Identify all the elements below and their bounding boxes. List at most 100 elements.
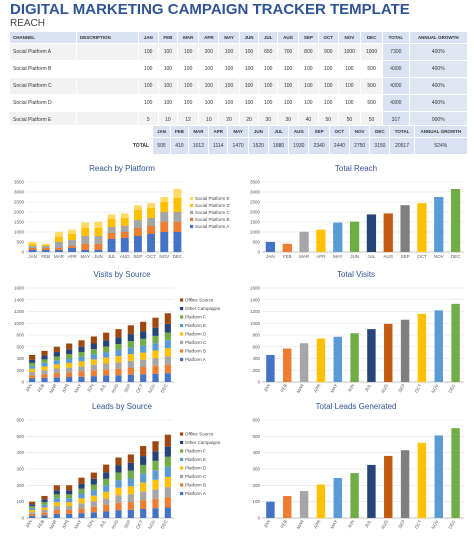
- x-tick-label: NOV: [430, 519, 439, 530]
- x-tick-label: FEB: [37, 519, 46, 529]
- description-cell[interactable]: [76, 77, 139, 95]
- value-cell[interactable]: 100: [317, 94, 339, 112]
- bar-segment: [53, 494, 60, 499]
- x-tick-label: OCT: [146, 254, 156, 259]
- value-cell[interactable]: 100: [317, 60, 339, 78]
- value-cell[interactable]: 100: [298, 77, 319, 95]
- bar-segment: [152, 350, 159, 359]
- value-cell[interactable]: 100: [277, 94, 300, 112]
- x-tick-label: OCT: [135, 383, 144, 394]
- value-cell[interactable]: 650: [258, 43, 279, 61]
- bar-segment: [81, 244, 90, 250]
- value-cell[interactable]: 700: [277, 43, 300, 61]
- value-cell[interactable]: 100: [138, 77, 159, 95]
- description-cell[interactable]: [76, 94, 139, 112]
- value-cell[interactable]: 100: [258, 77, 279, 95]
- description-cell[interactable]: [76, 43, 139, 61]
- bar-segment: [164, 323, 171, 333]
- value-cell[interactable]: 100: [277, 60, 300, 78]
- value-cell[interactable]: 50: [337, 111, 361, 129]
- value-cell[interactable]: 100: [258, 60, 279, 78]
- value-cell[interactable]: 100: [138, 60, 159, 78]
- value-cell[interactable]: 10: [198, 111, 220, 129]
- value-cell[interactable]: 100: [238, 43, 260, 61]
- value-cell[interactable]: 100: [177, 94, 200, 112]
- value-cell[interactable]: 20: [218, 111, 240, 129]
- channel-cell[interactable]: Social Platform C: [9, 77, 77, 95]
- value-cell[interactable]: 1000: [337, 43, 361, 61]
- channel-cell[interactable]: Social Platform D: [9, 94, 77, 112]
- value-cell[interactable]: 50: [317, 111, 339, 129]
- channel-cell[interactable]: Social Platform E: [9, 111, 77, 129]
- value-cell[interactable]: 100: [157, 94, 179, 112]
- value-cell[interactable]: 100: [337, 60, 361, 78]
- bar: [384, 323, 393, 382]
- value-cell[interactable]: 100: [298, 94, 319, 112]
- description-cell[interactable]: [76, 60, 139, 78]
- value-cell[interactable]: 100: [337, 94, 361, 112]
- x-tick-label: NOV: [159, 254, 169, 259]
- value-cell[interactable]: 100: [218, 77, 240, 95]
- value-cell[interactable]: 100: [337, 77, 361, 95]
- bar-segment: [78, 366, 85, 372]
- value-cell[interactable]: 100: [157, 43, 179, 61]
- bar-segment: [152, 327, 159, 336]
- value-cell[interactable]: 100: [138, 43, 159, 61]
- channel-cell[interactable]: Social Platform A: [9, 43, 77, 61]
- value-cell[interactable]: 100: [198, 60, 220, 78]
- value-cell[interactable]: 5: [138, 111, 159, 129]
- value-cell[interactable]: 100: [317, 77, 339, 95]
- x-tick-label: MAY: [73, 383, 82, 394]
- column-header: NOV: [337, 31, 361, 44]
- value-cell[interactable]: 200: [198, 43, 220, 61]
- value-cell[interactable]: 500: [359, 77, 384, 95]
- reach-table: CHANNEL DESCRIPTION JAN FEB MAR APR MAY JUN JUL A…: [9, 31, 469, 129]
- totals-column-header: JUL: [267, 125, 290, 138]
- value-cell[interactable]: 100: [258, 94, 279, 112]
- value-cell[interactable]: 100: [218, 60, 240, 78]
- value-cell[interactable]: 100: [177, 60, 200, 78]
- y-tick-label: 600: [16, 344, 24, 349]
- value-cell[interactable]: 800: [298, 43, 319, 61]
- value-cell[interactable]: 900: [317, 43, 339, 61]
- legend-label: Platform E: [185, 323, 206, 328]
- value-cell[interactable]: 100: [298, 60, 319, 78]
- bar-segment: [140, 456, 147, 465]
- value-cell[interactable]: 30: [277, 111, 300, 129]
- value-cell[interactable]: 20: [238, 111, 260, 129]
- value-cell[interactable]: 30: [258, 111, 279, 129]
- x-tick-label: AUG: [380, 519, 389, 530]
- value-cell[interactable]: 100: [157, 60, 179, 78]
- value-cell[interactable]: 50: [359, 111, 384, 129]
- bar-segment: [81, 228, 90, 236]
- bar-segment: [103, 485, 110, 492]
- value-cell[interactable]: 100: [177, 77, 200, 95]
- y-tick-label: 2000: [14, 210, 25, 215]
- value-cell[interactable]: 100: [198, 94, 220, 112]
- description-cell[interactable]: [76, 111, 139, 129]
- value-cell[interactable]: 100: [157, 77, 179, 95]
- legend-swatch: [180, 432, 184, 436]
- value-cell[interactable]: 1000: [359, 43, 384, 61]
- x-tick-label: SEP: [397, 383, 406, 393]
- bar-segment: [54, 250, 63, 252]
- value-cell[interactable]: 100: [218, 43, 240, 61]
- channel-cell[interactable]: Social Platform B: [9, 60, 77, 78]
- bar-segment: [115, 337, 122, 345]
- value-cell[interactable]: 100: [177, 43, 200, 61]
- value-cell[interactable]: 100: [238, 94, 260, 112]
- bar-segment: [107, 227, 116, 233]
- value-cell[interactable]: 500: [359, 60, 384, 78]
- value-cell[interactable]: 500: [359, 94, 384, 112]
- bar: [282, 243, 292, 252]
- value-cell[interactable]: 100: [238, 77, 260, 95]
- value-cell[interactable]: 100: [218, 94, 240, 112]
- value-cell[interactable]: 100: [277, 77, 300, 95]
- value-cell[interactable]: 100: [198, 77, 220, 95]
- value-cell[interactable]: 100: [238, 60, 260, 78]
- bar-segment: [164, 373, 171, 382]
- bar-segment: [29, 372, 36, 376]
- value-cell[interactable]: 10: [157, 111, 179, 129]
- x-tick-label: MAR: [296, 382, 306, 394]
- value-cell[interactable]: 100: [138, 94, 159, 112]
